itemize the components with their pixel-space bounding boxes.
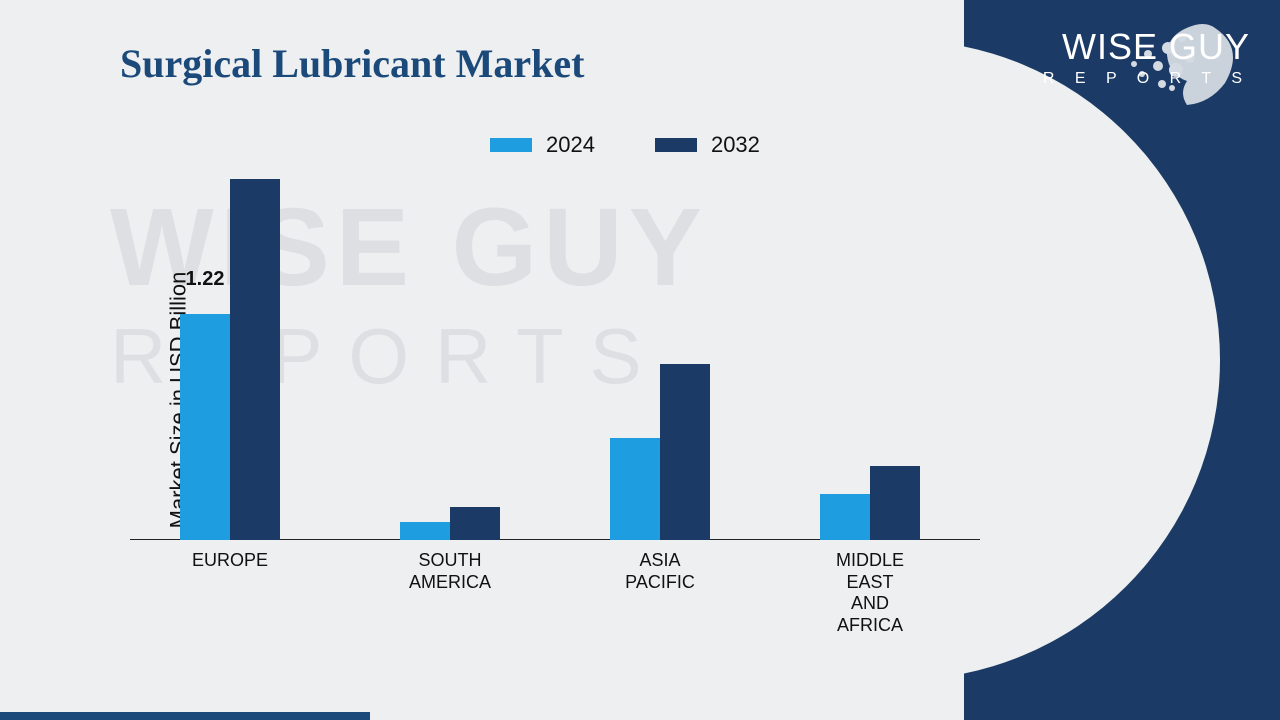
- bar-value-label: 1.22: [186, 268, 225, 291]
- brand-logo: WISE GUY R E P O R T S: [1043, 26, 1250, 88]
- legend-item: 2032: [655, 132, 760, 158]
- bar: [450, 507, 500, 540]
- category-label: SOUTH AMERICA: [380, 540, 520, 593]
- legend: 2024 2032: [490, 132, 760, 158]
- plot-region: 1.22EUROPESOUTH AMERICAASIA PACIFICMIDDL…: [130, 170, 980, 540]
- bar: [820, 494, 870, 540]
- legend-item: 2024: [490, 132, 595, 158]
- chart-title: Surgical Lubricant Market: [120, 40, 584, 87]
- bar: [870, 466, 920, 540]
- infographic-canvas: WISE GUY R E P O R T S WISE GUY REPORTS …: [0, 0, 1280, 720]
- bar: [180, 314, 230, 540]
- chart-area: Market Size in USD Billion 20242032 1.22…: [60, 140, 1000, 660]
- decorative-bottom-strip: [0, 712, 370, 720]
- brand-name: WISE GUY: [1043, 26, 1250, 68]
- category-label: EUROPE: [160, 540, 300, 572]
- category-label: ASIA PACIFIC: [590, 540, 730, 593]
- legend-label: 2024: [546, 132, 595, 158]
- bar: [230, 179, 280, 540]
- bar: [610, 438, 660, 540]
- category-label: MIDDLE EAST AND AFRICA: [800, 540, 940, 636]
- bar: [400, 522, 450, 541]
- legend-label: 2032: [711, 132, 760, 158]
- brand-tagline: R E P O R T S: [1043, 70, 1250, 88]
- legend-swatch: [490, 138, 532, 152]
- bar: [660, 364, 710, 540]
- legend-swatch: [655, 138, 697, 152]
